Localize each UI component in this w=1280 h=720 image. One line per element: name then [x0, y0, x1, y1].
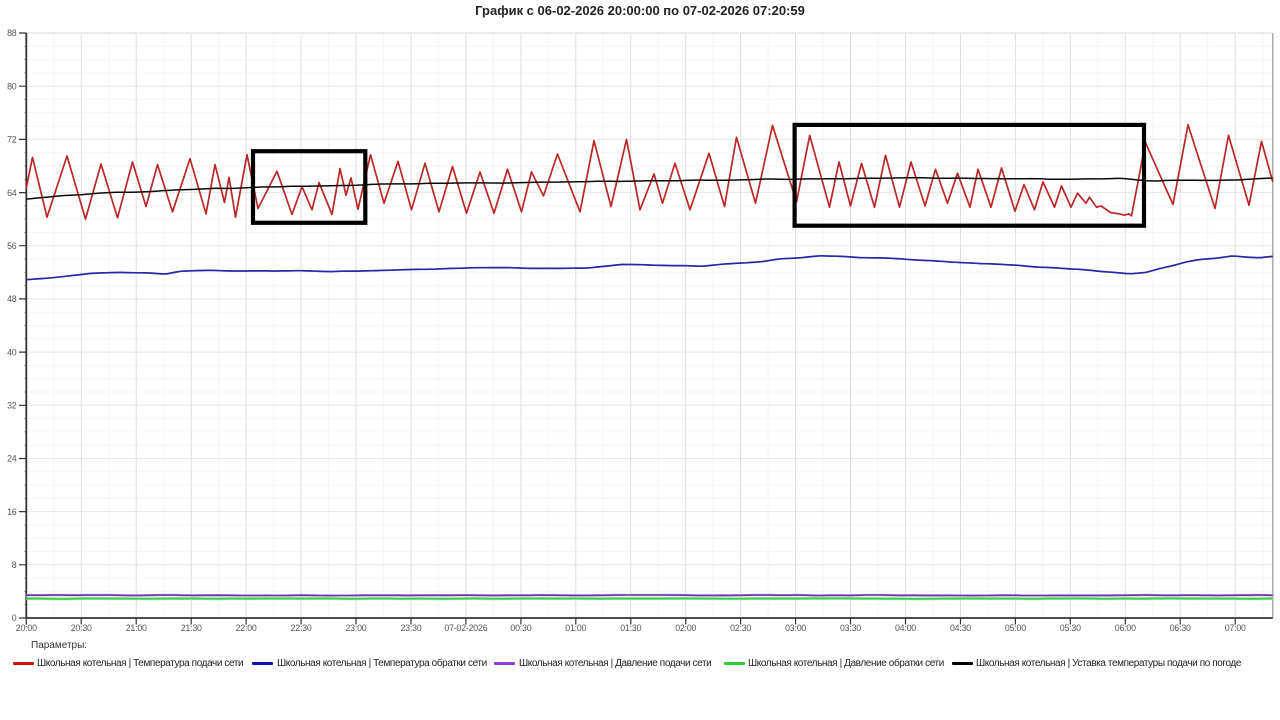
svg-text:04:00: 04:00	[895, 623, 916, 633]
svg-text:16: 16	[7, 507, 17, 517]
svg-text:88: 88	[7, 28, 17, 38]
svg-text:07:00: 07:00	[1225, 623, 1246, 633]
svg-text:56: 56	[7, 241, 17, 251]
svg-text:20:00: 20:00	[16, 623, 37, 633]
svg-text:64: 64	[7, 188, 17, 198]
svg-text:04:30: 04:30	[950, 623, 971, 633]
svg-text:07-02-2026: 07-02-2026	[444, 623, 487, 633]
svg-text:05:30: 05:30	[1060, 623, 1081, 633]
svg-text:23:00: 23:00	[345, 623, 366, 633]
svg-text:03:00: 03:00	[785, 623, 806, 633]
svg-text:22:00: 22:00	[236, 623, 257, 633]
svg-text:05:00: 05:00	[1005, 623, 1026, 633]
svg-text:40: 40	[7, 347, 17, 357]
svg-text:01:30: 01:30	[620, 623, 641, 633]
svg-text:32: 32	[7, 401, 17, 411]
svg-text:06:00: 06:00	[1115, 623, 1136, 633]
svg-text:72: 72	[7, 135, 17, 145]
svg-text:23:30: 23:30	[400, 623, 421, 633]
svg-text:8: 8	[12, 560, 17, 570]
svg-text:21:00: 21:00	[126, 623, 147, 633]
svg-text:20:30: 20:30	[71, 623, 92, 633]
svg-text:0: 0	[12, 613, 17, 623]
svg-text:22:30: 22:30	[291, 623, 312, 633]
svg-text:01:00: 01:00	[565, 623, 586, 633]
svg-text:21:30: 21:30	[181, 623, 202, 633]
svg-text:02:30: 02:30	[730, 623, 751, 633]
svg-text:00:30: 00:30	[510, 623, 531, 633]
svg-text:02:00: 02:00	[675, 623, 696, 633]
svg-text:24: 24	[7, 454, 17, 464]
svg-text:03:30: 03:30	[840, 623, 861, 633]
svg-text:48: 48	[7, 294, 17, 304]
svg-text:06:30: 06:30	[1170, 623, 1191, 633]
svg-text:80: 80	[7, 81, 17, 91]
